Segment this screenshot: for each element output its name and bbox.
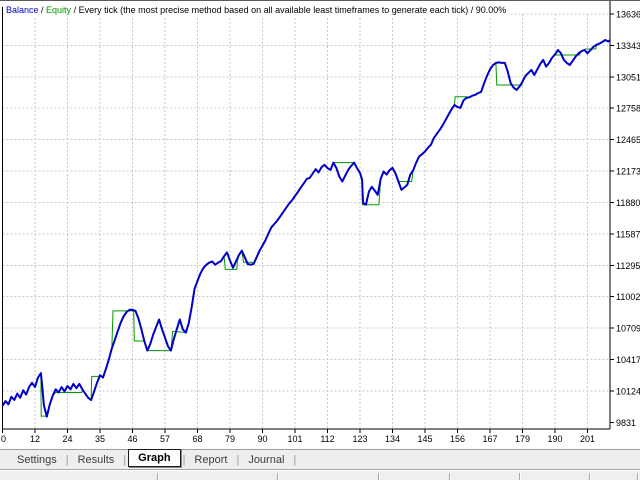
tab-settings[interactable]: Settings <box>17 453 57 466</box>
svg-text:90: 90 <box>257 434 267 444</box>
svg-text:101: 101 <box>287 434 302 444</box>
svg-text:134: 134 <box>385 434 400 444</box>
legend-separator: / <box>71 5 79 15</box>
svg-text:11587: 11587 <box>616 229 640 239</box>
svg-text:156: 156 <box>450 434 465 444</box>
tick-model-description: Every tick (the most precise method base… <box>78 5 469 15</box>
tab-graph[interactable]: Graph <box>128 448 181 467</box>
svg-text:10124: 10124 <box>616 387 640 397</box>
tab-separator: | <box>236 453 240 466</box>
tester-graph-canvas: 0 12 24 35 46 57 68 79 90 101 112 123 134 145 156 167 17… <box>1 1 640 444</box>
status-pane-separator <box>589 473 590 480</box>
svg-text:11880: 11880 <box>616 198 640 208</box>
balance-equity-chart: 0 12 24 35 46 57 68 79 90 101 112 123 134 145 156 167 17… <box>0 1 640 449</box>
status-pane-separator <box>157 473 158 480</box>
tester-tab-bar: Settings | Results | Graph | Report | Journal | <box>0 448 640 469</box>
svg-text:12465: 12465 <box>616 135 640 145</box>
svg-text:13051: 13051 <box>616 72 640 82</box>
svg-text:12: 12 <box>30 434 40 444</box>
svg-text:179: 179 <box>515 434 530 444</box>
svg-text:12173: 12173 <box>616 167 640 177</box>
svg-text:46: 46 <box>127 434 137 444</box>
tab-separator: | <box>65 453 69 466</box>
legend-separator: / <box>468 5 476 15</box>
svg-text:123: 123 <box>352 434 367 444</box>
tab-report[interactable]: Report <box>194 453 228 466</box>
svg-text:13343: 13343 <box>616 41 640 51</box>
tab-results[interactable]: Results <box>77 453 115 466</box>
status-bar <box>0 469 640 480</box>
svg-text:9831: 9831 <box>616 418 636 428</box>
svg-text:145: 145 <box>417 434 432 444</box>
svg-text:11295: 11295 <box>616 261 640 271</box>
svg-text:112: 112 <box>320 434 334 444</box>
legend-separator: / <box>38 5 47 15</box>
status-pane-separator <box>277 473 278 480</box>
tab-separator: | <box>293 453 297 466</box>
svg-text:68: 68 <box>192 434 202 444</box>
tab-journal[interactable]: Journal <box>248 453 285 466</box>
svg-text:57: 57 <box>160 434 170 444</box>
tab-separator: | <box>123 453 127 466</box>
svg-text:190: 190 <box>547 434 562 444</box>
balance-legend-label: Balance <box>6 5 39 15</box>
svg-text:0: 0 <box>1 434 6 444</box>
equity-legend-label: Equity <box>46 5 72 15</box>
chart-legend: Balance / Equity / Every tick (the most … <box>6 4 511 17</box>
modelling-quality-value: 90.00% <box>475 5 507 15</box>
status-pane-separator <box>519 473 520 480</box>
svg-text:167: 167 <box>482 434 497 444</box>
status-pane-separator <box>378 473 379 480</box>
svg-text:24: 24 <box>62 434 72 444</box>
svg-text:13636: 13636 <box>616 10 640 20</box>
svg-text:10417: 10417 <box>616 355 640 365</box>
svg-text:11002: 11002 <box>616 292 640 302</box>
svg-text:79: 79 <box>225 434 235 444</box>
status-pane-separator <box>449 473 450 480</box>
tab-separator: | <box>182 453 186 466</box>
svg-text:35: 35 <box>95 434 105 444</box>
balance-line <box>2 38 610 418</box>
svg-text:201: 201 <box>580 434 595 444</box>
status-pane-separator <box>637 473 638 480</box>
svg-text:12758: 12758 <box>616 104 640 114</box>
svg-text:10709: 10709 <box>616 324 640 334</box>
